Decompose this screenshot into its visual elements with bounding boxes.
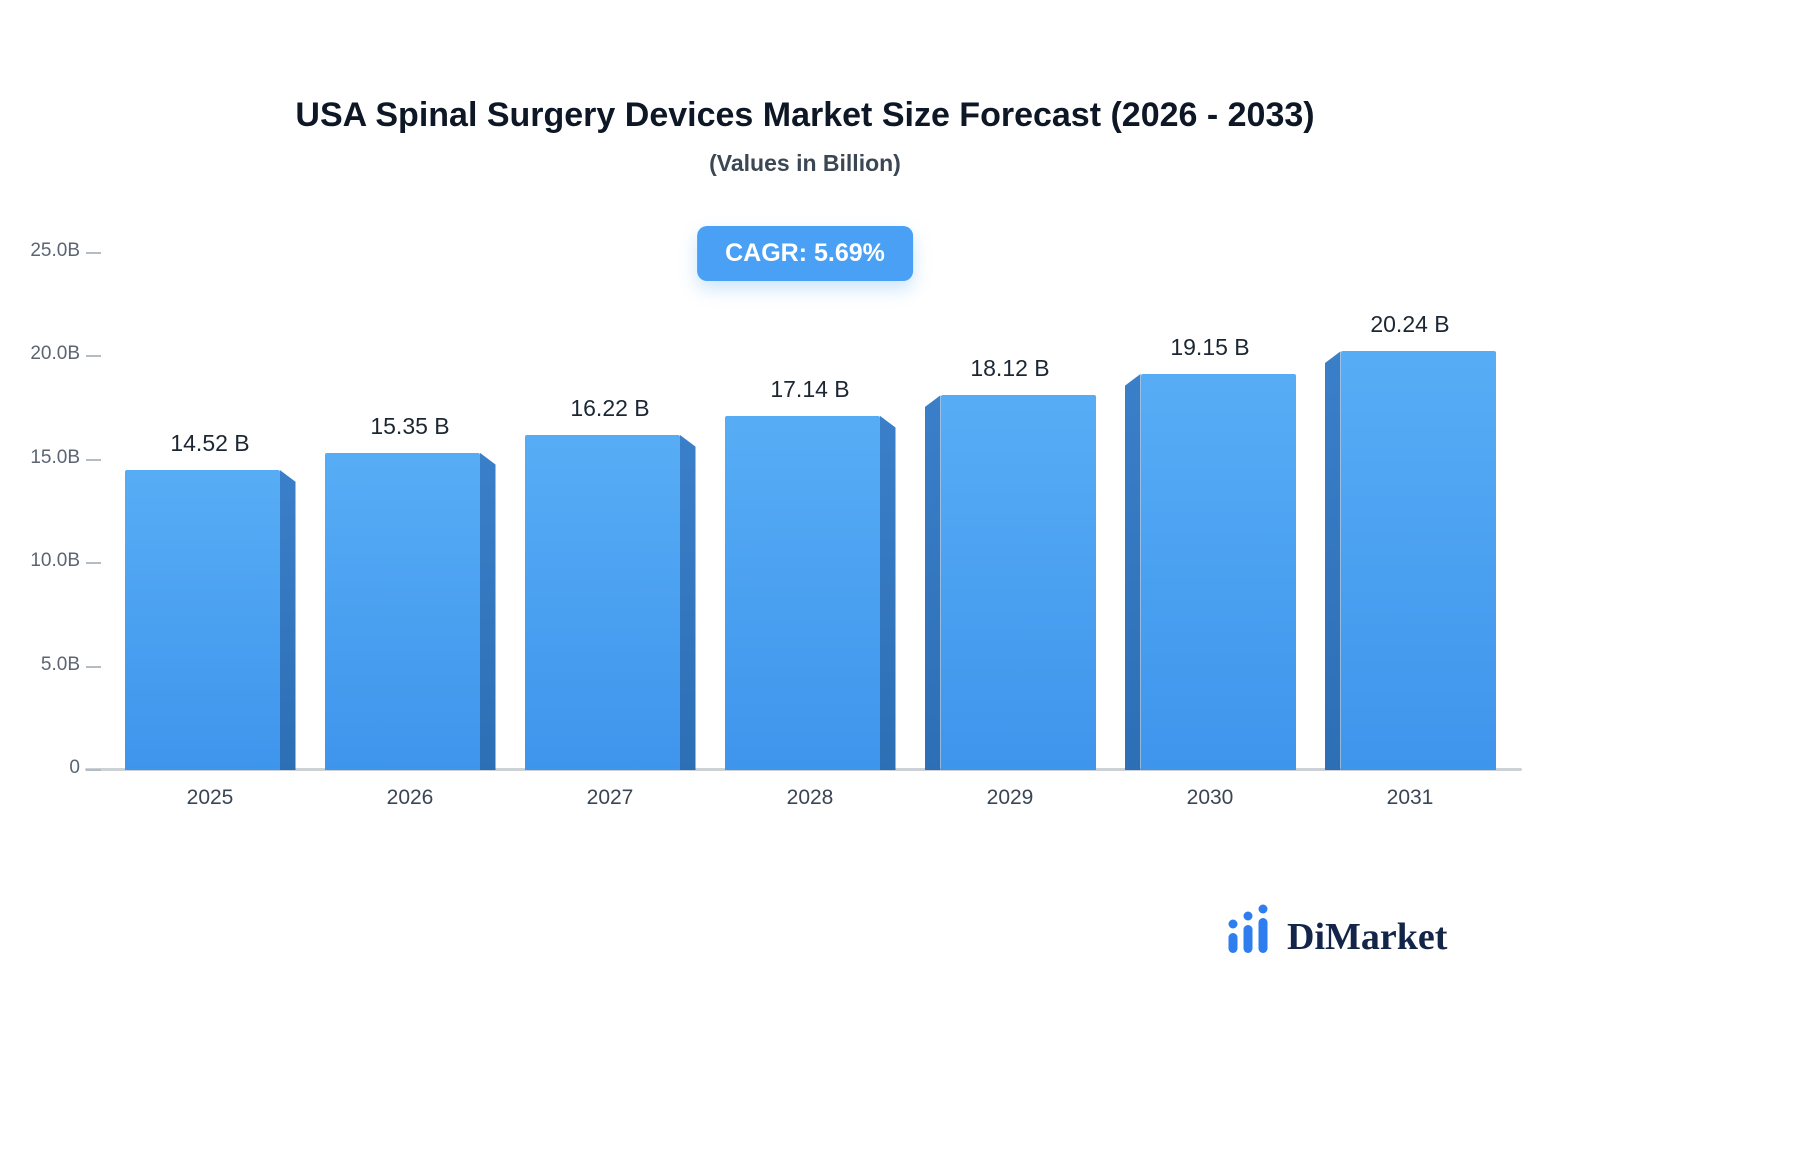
y-axis-tick-mark	[86, 769, 101, 771]
x-axis-label-2031: 2031	[1386, 786, 1434, 809]
x-axis-label-2028: 2028	[786, 786, 834, 809]
bar-2025	[124, 469, 280, 770]
y-axis-tick-label: 20.0B	[30, 343, 80, 365]
y-axis-tick-label: 25.0B	[30, 240, 80, 261]
x-axis-label-2030: 2030	[1186, 786, 1234, 809]
y-axis-tick-mark	[86, 252, 101, 254]
bar-2027	[524, 434, 680, 770]
y-axis-tick-label: 0	[69, 757, 80, 778]
cagr-badge: CAGR: 5.69%	[697, 226, 913, 281]
y-axis-tick-mark	[86, 665, 101, 668]
bar-value-label: 17.14 B	[770, 375, 850, 402]
bar-value-label: 20.24 B	[1370, 311, 1450, 338]
brand-logo-text: DiMarket	[1287, 916, 1448, 958]
x-axis-label-2029: 2029	[986, 786, 1034, 809]
bar-2031	[1340, 351, 1496, 770]
bar-side-face	[924, 395, 941, 770]
bar-2030	[1140, 373, 1296, 770]
bar-2028	[724, 415, 880, 770]
bar-2029	[940, 395, 1096, 770]
y-axis-tick-label: 5.0B	[40, 653, 80, 675]
bar-value-label: 15.35 B	[370, 412, 450, 439]
bar-value-label: 19.15 B	[1170, 333, 1250, 360]
bar-side-face	[879, 415, 896, 770]
bar-value-label: 16.22 B	[570, 394, 650, 421]
y-axis-tick-label: 15.0B	[30, 446, 80, 468]
brand-logo: DiMarket	[1228, 903, 1447, 958]
x-axis-label-2025: 2025	[186, 786, 234, 809]
y-axis-tick-mark	[86, 562, 101, 565]
x-axis-label-2026: 2026	[386, 786, 434, 809]
bar-2026	[324, 452, 480, 770]
bar-side-face	[679, 434, 696, 770]
bar-side-face	[479, 452, 496, 770]
chart-title: USA Spinal Surgery Devices Market Size F…	[295, 96, 1315, 134]
y-axis-tick-label: 10.0B	[30, 550, 80, 572]
bar-value-label: 18.12 B	[970, 355, 1050, 382]
bar-side-face	[1324, 351, 1341, 770]
x-axis-label-2027: 2027	[586, 786, 634, 809]
bar-side-face	[279, 469, 296, 770]
bar-value-label: 14.52 B	[170, 429, 250, 456]
y-axis-tick-mark	[86, 458, 101, 461]
y-axis-tick-mark	[86, 355, 101, 358]
bar-chart-logo-icon	[1228, 903, 1276, 958]
chart-subtitle: (Values in Billion)	[709, 150, 901, 176]
bar-side-face	[1124, 373, 1141, 770]
